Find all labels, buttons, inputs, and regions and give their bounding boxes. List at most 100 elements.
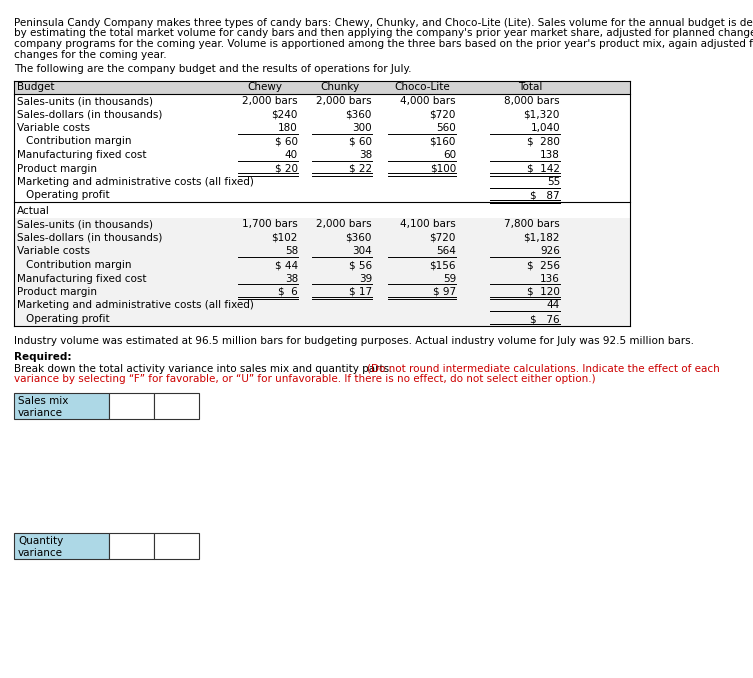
Text: 138: 138 xyxy=(540,150,560,160)
Text: 304: 304 xyxy=(352,247,372,256)
Text: Manufacturing fixed cost: Manufacturing fixed cost xyxy=(17,150,147,160)
Bar xyxy=(14,312,630,325)
Text: $   76: $ 76 xyxy=(530,314,560,324)
Text: Chewy: Chewy xyxy=(248,83,282,92)
Text: 926: 926 xyxy=(540,247,560,256)
Text: $1,182: $1,182 xyxy=(523,233,560,243)
Text: $156: $156 xyxy=(429,260,456,270)
Text: Required:: Required: xyxy=(14,352,72,362)
Bar xyxy=(14,245,630,258)
Text: 59: 59 xyxy=(443,273,456,283)
Bar xyxy=(154,532,199,559)
Text: $ 20: $ 20 xyxy=(275,163,298,174)
Text: Manufacturing fixed cost: Manufacturing fixed cost xyxy=(17,273,147,283)
Text: Actual: Actual xyxy=(17,206,50,216)
Text: 60: 60 xyxy=(443,150,456,160)
Bar xyxy=(14,231,630,245)
Text: 44: 44 xyxy=(547,300,560,311)
Bar xyxy=(109,393,154,418)
Text: Budget: Budget xyxy=(17,83,54,92)
Bar xyxy=(14,298,630,312)
Text: 4,000 bars: 4,000 bars xyxy=(401,96,456,106)
Text: $102: $102 xyxy=(272,233,298,243)
Text: 39: 39 xyxy=(358,273,372,283)
Text: Quantity
variance: Quantity variance xyxy=(18,536,63,558)
Bar xyxy=(14,285,630,298)
Text: 55: 55 xyxy=(547,177,560,187)
Text: changes for the coming year.: changes for the coming year. xyxy=(14,49,166,60)
Text: Variable costs: Variable costs xyxy=(17,247,90,256)
Text: Break down the total activity variance into sales mix and quantity parts.: Break down the total activity variance i… xyxy=(14,363,396,374)
Text: 1,700 bars: 1,700 bars xyxy=(242,220,298,229)
Bar xyxy=(14,393,109,418)
Text: $  120: $ 120 xyxy=(527,287,560,297)
Bar xyxy=(14,81,630,94)
Text: Industry volume was estimated at 96.5 million bars for budgeting purposes. Actua: Industry volume was estimated at 96.5 mi… xyxy=(14,336,694,346)
Text: Marketing and administrative costs (all fixed): Marketing and administrative costs (all … xyxy=(17,177,254,187)
Text: 2,000 bars: 2,000 bars xyxy=(316,96,372,106)
Text: Peninsula Candy Company makes three types of candy bars: Chewy, Chunky, and Choc: Peninsula Candy Company makes three type… xyxy=(14,18,753,28)
Text: 300: 300 xyxy=(352,123,372,133)
Text: $  280: $ 280 xyxy=(527,136,560,146)
Text: 180: 180 xyxy=(279,123,298,133)
Text: Product margin: Product margin xyxy=(17,287,97,297)
Text: Product margin: Product margin xyxy=(17,163,97,174)
Text: (Do not round intermediate calculations. Indicate the effect of each: (Do not round intermediate calculations.… xyxy=(367,363,720,374)
Text: Choco-Lite: Choco-Lite xyxy=(394,83,450,92)
Bar xyxy=(14,532,109,559)
Text: Contribution margin: Contribution margin xyxy=(26,136,132,146)
Text: by estimating the total market volume for candy bars and then applying the compa: by estimating the total market volume fo… xyxy=(14,28,753,39)
Text: $240: $240 xyxy=(272,110,298,119)
Text: company programs for the coming year. Volume is apportioned among the three bars: company programs for the coming year. Vo… xyxy=(14,39,753,49)
Text: 58: 58 xyxy=(285,247,298,256)
Text: 564: 564 xyxy=(436,247,456,256)
Text: 1,040: 1,040 xyxy=(530,123,560,133)
Text: Marketing and administrative costs (all fixed): Marketing and administrative costs (all … xyxy=(17,300,254,311)
Text: 136: 136 xyxy=(540,273,560,283)
Text: 2,000 bars: 2,000 bars xyxy=(316,220,372,229)
Text: 2,000 bars: 2,000 bars xyxy=(242,96,298,106)
Text: $  6: $ 6 xyxy=(279,287,298,297)
Text: Sales-units (in thousands): Sales-units (in thousands) xyxy=(17,96,153,106)
Text: Operating profit: Operating profit xyxy=(26,191,110,201)
Text: Sales-dollars (in thousands): Sales-dollars (in thousands) xyxy=(17,233,163,243)
Text: variance by selecting “F” for favorable, or “U” for unfavorable. If there is no : variance by selecting “F” for favorable,… xyxy=(14,374,596,384)
Text: $   87: $ 87 xyxy=(530,191,560,201)
Text: Sales-dollars (in thousands): Sales-dollars (in thousands) xyxy=(17,110,163,119)
Text: $ 44: $ 44 xyxy=(275,260,298,270)
Text: $ 56: $ 56 xyxy=(349,260,372,270)
Text: Sales mix
variance: Sales mix variance xyxy=(18,397,69,418)
Text: Chunky: Chunky xyxy=(321,83,360,92)
Bar xyxy=(109,532,154,559)
Text: Variable costs: Variable costs xyxy=(17,123,90,133)
Text: $  256: $ 256 xyxy=(527,260,560,270)
Text: $160: $160 xyxy=(430,136,456,146)
Text: 38: 38 xyxy=(285,273,298,283)
Text: $720: $720 xyxy=(430,110,456,119)
Text: 7,800 bars: 7,800 bars xyxy=(505,220,560,229)
Text: $720: $720 xyxy=(430,233,456,243)
Text: $ 60: $ 60 xyxy=(275,136,298,146)
Text: Sales-units (in thousands): Sales-units (in thousands) xyxy=(17,220,153,229)
Text: The following are the company budget and the results of operations for July.: The following are the company budget and… xyxy=(14,64,411,74)
Text: $100: $100 xyxy=(430,163,456,174)
Text: Contribution margin: Contribution margin xyxy=(26,260,132,270)
Bar xyxy=(14,271,630,285)
Text: Operating profit: Operating profit xyxy=(26,314,110,324)
Text: 560: 560 xyxy=(436,123,456,133)
Text: $1,320: $1,320 xyxy=(523,110,560,119)
Text: $  142: $ 142 xyxy=(527,163,560,174)
Text: 40: 40 xyxy=(285,150,298,160)
Text: 4,100 bars: 4,100 bars xyxy=(401,220,456,229)
Bar xyxy=(154,393,199,418)
Text: $ 17: $ 17 xyxy=(349,287,372,297)
Text: $360: $360 xyxy=(346,110,372,119)
Text: $ 60: $ 60 xyxy=(349,136,372,146)
Text: Total: Total xyxy=(518,83,542,92)
Bar xyxy=(14,218,630,231)
Text: $ 97: $ 97 xyxy=(433,287,456,297)
Text: 8,000 bars: 8,000 bars xyxy=(505,96,560,106)
Text: $360: $360 xyxy=(346,233,372,243)
Text: $ 22: $ 22 xyxy=(349,163,372,174)
Bar xyxy=(14,258,630,271)
